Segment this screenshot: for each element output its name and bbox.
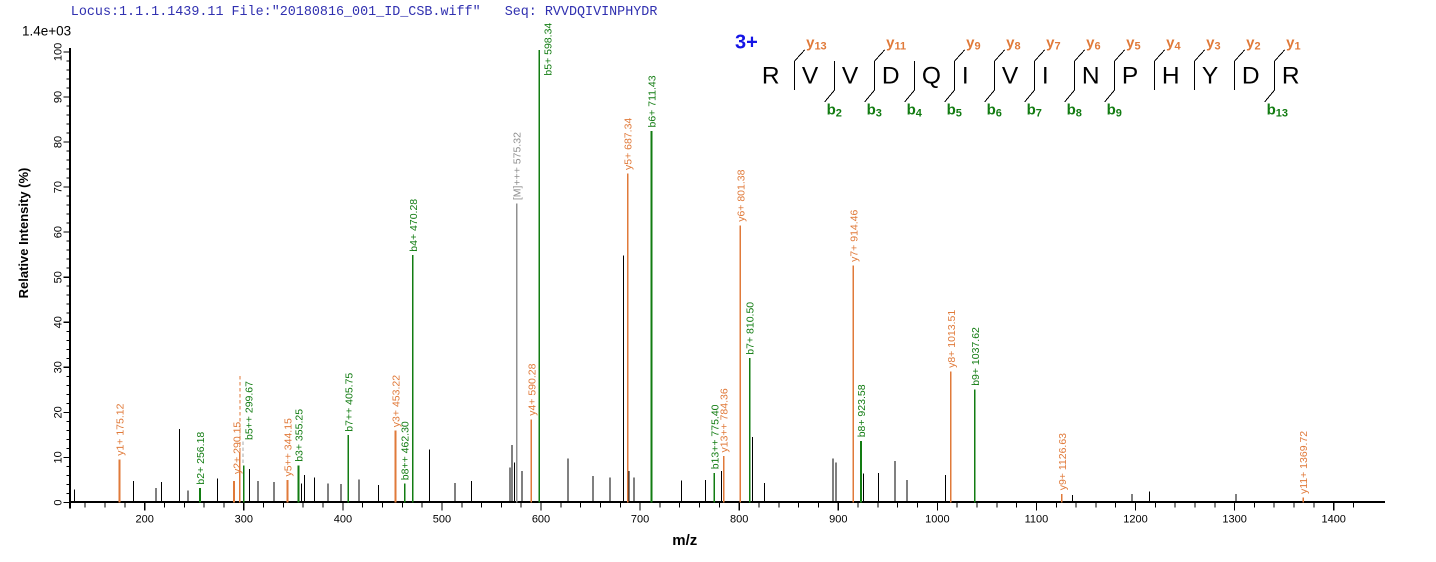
svg-text:20: 20 bbox=[53, 406, 65, 418]
svg-text:[M]+++ 575.32: [M]+++ 575.32 bbox=[512, 132, 524, 200]
svg-text:b8: b8 bbox=[1067, 102, 1082, 120]
svg-text:y1: y1 bbox=[1286, 35, 1300, 53]
svg-text:H: H bbox=[1162, 62, 1180, 89]
svg-text:Relative Intensity (%): Relative Intensity (%) bbox=[16, 168, 31, 299]
svg-text:y8+ 1013.51: y8+ 1013.51 bbox=[946, 310, 958, 368]
svg-text:b2+ 256.18: b2+ 256.18 bbox=[195, 432, 207, 485]
svg-text:b6+ 711.43: b6+ 711.43 bbox=[647, 75, 659, 127]
svg-text:b9+ 1037.62: b9+ 1037.62 bbox=[970, 327, 982, 386]
svg-text:Q: Q bbox=[922, 62, 941, 89]
svg-text:10: 10 bbox=[53, 451, 65, 463]
svg-text:b4: b4 bbox=[907, 102, 923, 120]
svg-text:b7: b7 bbox=[1027, 102, 1042, 120]
svg-text:Y: Y bbox=[1202, 62, 1218, 89]
svg-text:b13++ 775.40: b13++ 775.40 bbox=[709, 404, 721, 469]
svg-text:200: 200 bbox=[136, 514, 154, 526]
svg-text:700: 700 bbox=[631, 514, 649, 526]
svg-text:y5++ 344.15: y5++ 344.15 bbox=[283, 418, 295, 477]
svg-text:y2+ 290.15: y2+ 290.15 bbox=[231, 422, 243, 474]
svg-text:90: 90 bbox=[53, 91, 65, 103]
svg-text:800: 800 bbox=[730, 514, 748, 526]
svg-text:y7: y7 bbox=[1046, 35, 1060, 53]
svg-text:80: 80 bbox=[53, 136, 65, 148]
svg-text:y6+ 801.38: y6+ 801.38 bbox=[735, 169, 747, 221]
svg-text:1200: 1200 bbox=[1123, 514, 1147, 526]
svg-text:y1+ 175.12: y1+ 175.12 bbox=[115, 403, 127, 455]
svg-text:30: 30 bbox=[53, 361, 65, 373]
svg-text:y6: y6 bbox=[1086, 35, 1100, 53]
svg-text:900: 900 bbox=[829, 514, 847, 526]
svg-text:b8+ 923.58: b8+ 923.58 bbox=[856, 384, 868, 437]
svg-text:P: P bbox=[1122, 62, 1138, 89]
svg-text:0: 0 bbox=[53, 499, 65, 505]
svg-text:70: 70 bbox=[53, 181, 65, 193]
svg-text:y11+ 1369.72: y11+ 1369.72 bbox=[1298, 431, 1310, 494]
svg-text:600: 600 bbox=[532, 514, 550, 526]
svg-text:300: 300 bbox=[235, 514, 253, 526]
svg-text:b5+ 598.34: b5+ 598.34 bbox=[543, 23, 555, 76]
svg-text:y4+ 590.28: y4+ 590.28 bbox=[526, 363, 538, 415]
svg-text:y5+ 687.34: y5+ 687.34 bbox=[623, 118, 635, 170]
svg-text:y13++ 784.36: y13++ 784.36 bbox=[719, 388, 731, 452]
svg-text:I: I bbox=[962, 62, 969, 89]
svg-text:y4: y4 bbox=[1166, 35, 1181, 53]
svg-text:b5++ 299.67: b5++ 299.67 bbox=[243, 381, 255, 440]
svg-text:y13: y13 bbox=[806, 35, 827, 53]
svg-text:40: 40 bbox=[53, 316, 65, 328]
svg-text:b7+ 810.50: b7+ 810.50 bbox=[745, 302, 757, 355]
svg-text:N: N bbox=[1082, 62, 1100, 89]
svg-text:y2: y2 bbox=[1246, 35, 1260, 53]
svg-text:R: R bbox=[1282, 62, 1300, 89]
svg-text:1300: 1300 bbox=[1222, 514, 1246, 526]
svg-text:b9: b9 bbox=[1107, 102, 1122, 120]
svg-text:D: D bbox=[1242, 62, 1260, 89]
svg-text:y3: y3 bbox=[1206, 35, 1220, 53]
svg-text:y3+ 453.22: y3+ 453.22 bbox=[391, 375, 403, 427]
svg-text:1000: 1000 bbox=[925, 514, 949, 526]
svg-text:b4+ 470.28: b4+ 470.28 bbox=[408, 199, 420, 252]
svg-text:m/z: m/z bbox=[672, 532, 697, 549]
svg-text:50: 50 bbox=[53, 271, 65, 283]
svg-text:y7+ 914.46: y7+ 914.46 bbox=[848, 209, 860, 261]
svg-text:1400: 1400 bbox=[1321, 514, 1345, 526]
svg-text:100: 100 bbox=[53, 43, 65, 61]
svg-text:b7++ 405.75: b7++ 405.75 bbox=[343, 373, 355, 432]
svg-text:b3+ 355.25: b3+ 355.25 bbox=[294, 409, 306, 462]
svg-text:b3: b3 bbox=[867, 102, 882, 120]
svg-text:y5: y5 bbox=[1126, 35, 1140, 53]
svg-text:V: V bbox=[842, 62, 859, 89]
svg-text:I: I bbox=[1042, 62, 1049, 89]
svg-text:y9: y9 bbox=[966, 35, 980, 53]
svg-text:y9+ 1126.63: y9+ 1126.63 bbox=[1057, 433, 1069, 490]
svg-text:500: 500 bbox=[433, 514, 451, 526]
svg-text:1100: 1100 bbox=[1025, 514, 1049, 526]
svg-text:400: 400 bbox=[334, 514, 352, 526]
svg-text:R: R bbox=[762, 62, 780, 89]
svg-text:y11: y11 bbox=[886, 35, 906, 53]
svg-text:60: 60 bbox=[53, 226, 65, 238]
svg-text:1.4e+03: 1.4e+03 bbox=[22, 23, 71, 38]
svg-text:V: V bbox=[1002, 62, 1019, 89]
svg-text:b6: b6 bbox=[987, 102, 1002, 120]
svg-text:b5: b5 bbox=[947, 102, 962, 120]
svg-text:3+: 3+ bbox=[735, 31, 758, 53]
svg-text:b2: b2 bbox=[827, 102, 842, 120]
svg-text:b13: b13 bbox=[1267, 102, 1288, 120]
svg-text:D: D bbox=[882, 62, 900, 89]
svg-text:V: V bbox=[802, 62, 819, 89]
svg-text:b8++ 462.30: b8++ 462.30 bbox=[400, 421, 412, 480]
svg-text:y8: y8 bbox=[1006, 35, 1020, 53]
